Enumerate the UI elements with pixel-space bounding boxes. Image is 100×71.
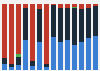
Bar [79, 9, 84, 42]
Bar [16, 54, 21, 57]
Bar [9, 67, 14, 70]
Bar [72, 4, 77, 7]
Bar [16, 65, 21, 70]
Bar [58, 42, 63, 70]
Bar [86, 4, 91, 8]
Bar [58, 4, 63, 8]
Bar [16, 57, 21, 65]
Bar [86, 38, 91, 70]
Bar [9, 64, 14, 67]
Bar [30, 4, 35, 61]
Bar [37, 9, 42, 42]
Bar [2, 4, 7, 58]
Bar [65, 8, 70, 40]
Bar [79, 42, 84, 70]
Bar [23, 40, 28, 70]
Bar [93, 4, 98, 6]
Bar [44, 67, 49, 70]
Bar [65, 4, 70, 8]
Bar [72, 45, 77, 70]
Bar [2, 64, 7, 70]
Bar [65, 40, 70, 70]
Bar [72, 8, 77, 45]
Bar [79, 4, 84, 9]
Bar [51, 5, 56, 37]
Bar [93, 6, 98, 36]
Bar [37, 4, 42, 9]
Bar [30, 66, 35, 70]
Bar [23, 8, 28, 40]
Bar [37, 42, 42, 70]
Bar [44, 4, 49, 64]
Bar [93, 36, 98, 70]
Bar [23, 4, 28, 8]
Bar [51, 4, 56, 5]
Bar [86, 8, 91, 38]
Bar [2, 58, 7, 64]
Bar [44, 64, 49, 67]
Bar [51, 37, 56, 70]
Bar [72, 7, 77, 8]
Bar [16, 4, 21, 54]
Bar [9, 4, 14, 64]
Bar [30, 61, 35, 66]
Bar [58, 8, 63, 42]
